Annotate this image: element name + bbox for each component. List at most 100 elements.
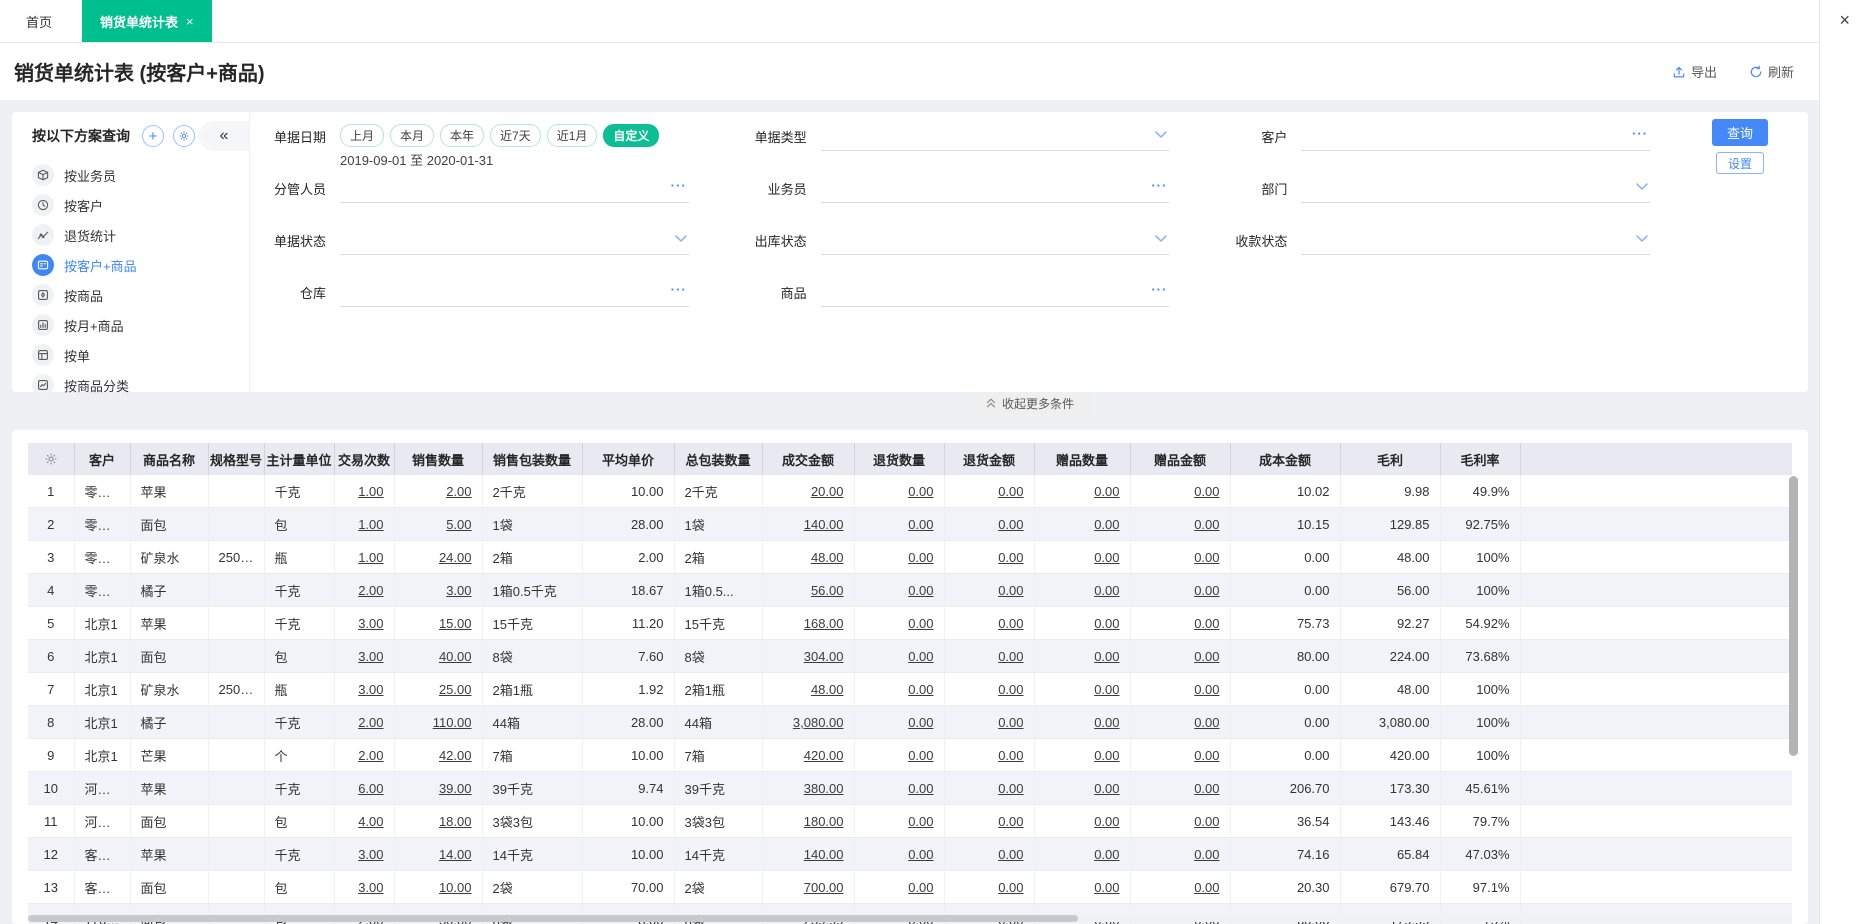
filter-doc-type-input[interactable]	[820, 124, 1170, 151]
date-pill-custom[interactable]: 自定义	[603, 124, 660, 147]
cell-deal-amount-link[interactable]: 56.00	[810, 582, 844, 598]
cell-trade-count-link[interactable]: 2.00	[358, 582, 384, 598]
chevron-down-icon[interactable]	[1155, 131, 1168, 138]
cell-gift-qty-link[interactable]: 0.00	[1094, 516, 1120, 532]
scheme-settings-button[interactable]	[173, 125, 195, 147]
cell-sales-qty-link[interactable]: 24.00	[438, 549, 472, 565]
filter-manager-input[interactable]: ···	[340, 176, 689, 203]
cell-gift-qty-link[interactable]: 0.00	[1094, 582, 1120, 598]
cell-sales-qty-link[interactable]: 42.00	[438, 747, 472, 763]
cell-return-qty-link[interactable]: 0.00	[908, 648, 934, 664]
cell-gift-amount-link[interactable]: 0.00	[1194, 879, 1220, 895]
cell-return-amount-link[interactable]: 0.00	[998, 714, 1024, 730]
cell-return-qty-link[interactable]: 0.00	[908, 813, 934, 829]
cell-deal-amount-link[interactable]: 140.00	[803, 516, 844, 532]
cell-deal-amount-link[interactable]: 140.00	[803, 846, 844, 862]
cell-deal-amount-link[interactable]: 3,080.00	[792, 714, 844, 730]
cell-return-amount-link[interactable]: 0.00	[998, 780, 1024, 796]
cell-gift-amount-link[interactable]: 0.00	[1194, 516, 1220, 532]
cell-return-amount-link[interactable]: 0.00	[998, 516, 1024, 532]
sidebar-item-returns-stats[interactable]: 退货统计	[12, 220, 249, 250]
sidebar-item-by-month-product[interactable]: 按月+商品	[12, 310, 249, 340]
cell-return-qty-link[interactable]: 0.00	[908, 516, 934, 532]
filter-department-input[interactable]	[1301, 176, 1650, 203]
date-pill-2[interactable]: 本年	[440, 124, 485, 147]
cell-trade-count-link[interactable]: 3.00	[358, 846, 384, 862]
settings-button[interactable]: 设置	[1716, 152, 1764, 174]
cell-return-amount-link[interactable]: 0.00	[998, 549, 1024, 565]
cell-gift-amount-link[interactable]: 0.00	[1194, 483, 1220, 499]
cell-gift-amount-link[interactable]: 0.00	[1194, 582, 1220, 598]
cell-sales-qty-link[interactable]: 18.00	[438, 813, 472, 829]
ellipsis-icon[interactable]: ···	[1151, 282, 1168, 297]
date-pill-3[interactable]: 近7天	[490, 124, 541, 147]
cell-return-qty-link[interactable]: 0.00	[908, 714, 934, 730]
cell-deal-amount-link[interactable]: 180.00	[803, 813, 844, 829]
ellipsis-icon[interactable]: ···	[670, 178, 687, 193]
cell-deal-amount-link[interactable]: 48.00	[810, 549, 844, 565]
cell-trade-count-link[interactable]: 2.00	[358, 714, 384, 730]
export-button[interactable]: 导出	[1672, 62, 1717, 81]
cell-gift-amount-link[interactable]: 0.00	[1194, 648, 1220, 664]
cell-gift-qty-link[interactable]: 0.00	[1094, 483, 1120, 499]
cell-gift-qty-link[interactable]: 0.00	[1094, 813, 1120, 829]
cell-deal-amount-link[interactable]: 700.00	[803, 879, 844, 895]
cell-gift-qty-link[interactable]: 0.00	[1094, 879, 1120, 895]
sidebar-item-by-salesman[interactable]: 按业务员	[12, 160, 249, 190]
cell-return-amount-link[interactable]: 0.00	[998, 747, 1024, 763]
sidebar-item-by-product-category[interactable]: 按商品分类	[12, 370, 249, 400]
sidebar-item-by-product[interactable]: 按商品	[12, 280, 249, 310]
cell-return-qty-link[interactable]: 0.00	[908, 879, 934, 895]
cell-sales-qty-link[interactable]: 15.00	[438, 615, 472, 631]
cell-gift-amount-link[interactable]: 0.00	[1194, 813, 1220, 829]
cell-return-qty-link[interactable]: 0.00	[908, 681, 934, 697]
cell-return-qty-link[interactable]: 0.00	[908, 846, 934, 862]
cell-trade-count-link[interactable]: 2.00	[358, 747, 384, 763]
chevron-down-icon[interactable]	[1636, 183, 1648, 190]
cell-sales-qty-link[interactable]: 5.00	[446, 516, 472, 532]
cell-trade-count-link[interactable]: 3.00	[358, 648, 384, 664]
cell-gift-qty-link[interactable]: 0.00	[1094, 780, 1120, 796]
filter-product-input[interactable]: ···	[820, 280, 1170, 307]
window-close-icon[interactable]: ×	[1839, 10, 1850, 30]
date-pill-0[interactable]: 上月	[340, 124, 385, 147]
cell-deal-amount-link[interactable]: 380.00	[803, 780, 844, 796]
date-pill-4[interactable]: 近1月	[546, 124, 598, 147]
sidebar-item-by-customer-product[interactable]: 按客户+商品	[12, 250, 249, 280]
cell-return-amount-link[interactable]: 0.00	[998, 648, 1024, 664]
cell-gift-amount-link[interactable]: 0.00	[1194, 780, 1220, 796]
cell-trade-count-link[interactable]: 4.00	[358, 813, 384, 829]
sidebar-item-by-order[interactable]: 按单	[12, 340, 249, 370]
cell-deal-amount-link[interactable]: 304.00	[803, 648, 844, 664]
cell-return-amount-link[interactable]: 0.00	[998, 582, 1024, 598]
cell-return-amount-link[interactable]: 0.00	[998, 483, 1024, 499]
cell-gift-qty-link[interactable]: 0.00	[1094, 549, 1120, 565]
cell-trade-count-link[interactable]: 1.00	[358, 549, 384, 565]
cell-sales-qty-link[interactable]: 14.00	[438, 846, 472, 862]
cell-sales-qty-link[interactable]: 2.00	[446, 483, 472, 499]
collapse-sidebar-button[interactable]: «	[199, 121, 249, 151]
filter-customer-input[interactable]: ···	[1301, 124, 1650, 151]
cell-deal-amount-link[interactable]: 48.00	[810, 681, 844, 697]
ellipsis-icon[interactable]: ···	[1151, 178, 1168, 193]
chevron-down-icon[interactable]	[674, 235, 687, 242]
filter-outbound-status-input[interactable]	[820, 228, 1170, 255]
filter-warehouse-input[interactable]: ···	[340, 280, 689, 307]
cell-return-amount-link[interactable]: 0.00	[998, 879, 1024, 895]
tab-close-icon[interactable]: ×	[186, 13, 194, 29]
cell-return-amount-link[interactable]: 0.00	[998, 813, 1024, 829]
cell-gift-amount-link[interactable]: 0.00	[1194, 747, 1220, 763]
chevron-down-icon[interactable]	[1636, 235, 1648, 242]
filter-payment-status-input[interactable]	[1301, 228, 1650, 255]
cell-deal-amount-link[interactable]: 168.00	[803, 615, 844, 631]
cell-deal-amount-link[interactable]: 420.00	[803, 747, 844, 763]
cell-trade-count-link[interactable]: 1.00	[358, 516, 384, 532]
cell-sales-qty-link[interactable]: 110.00	[432, 714, 472, 730]
filter-salesman-input[interactable]: ···	[820, 176, 1170, 203]
cell-return-qty-link[interactable]: 0.00	[908, 747, 934, 763]
col-settings[interactable]	[28, 443, 75, 475]
cell-gift-qty-link[interactable]: 0.00	[1094, 681, 1120, 697]
cell-return-qty-link[interactable]: 0.00	[908, 483, 934, 499]
table-vertical-scrollbar[interactable]	[1789, 476, 1798, 756]
cell-gift-amount-link[interactable]: 0.00	[1194, 846, 1220, 862]
